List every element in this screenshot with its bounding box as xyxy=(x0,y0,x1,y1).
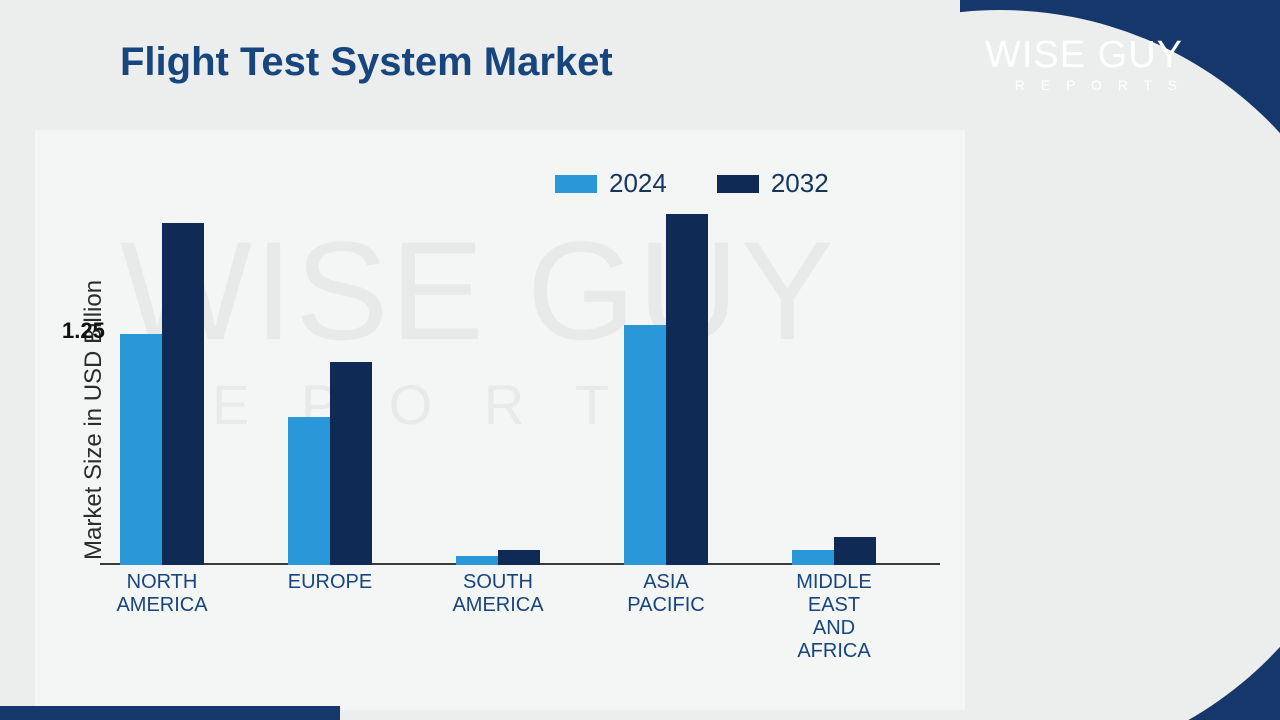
bar-group xyxy=(120,223,204,565)
bottom-accent-bar xyxy=(0,706,340,720)
category-label: EUROPE xyxy=(258,571,402,594)
bar-group xyxy=(792,537,876,565)
bar-2032 xyxy=(834,537,876,565)
bar-2024 xyxy=(288,417,330,565)
chart-title: Flight Test System Market xyxy=(120,40,613,85)
category-label: ASIA PACIFIC xyxy=(594,571,738,617)
category-label: SOUTH AMERICA xyxy=(426,571,570,617)
legend-swatch xyxy=(717,175,759,193)
bar-group xyxy=(456,550,540,565)
bar-group xyxy=(624,214,708,566)
bar-2032 xyxy=(162,223,204,565)
category-label: MIDDLE EAST AND AFRICA xyxy=(762,571,906,663)
brand-logo: WISE GUY R E P O R T S xyxy=(985,34,1183,93)
bar-2032 xyxy=(498,550,540,565)
brand-line1: WISE GUY xyxy=(985,34,1183,77)
legend-swatch xyxy=(555,175,597,193)
stage: WISE GUY R E P O R T S Flight Test Syste… xyxy=(0,0,1280,720)
value-label: 1.25 xyxy=(62,318,105,344)
bar-group xyxy=(288,362,372,566)
bar-2032 xyxy=(666,214,708,566)
category-label: NORTH AMERICA xyxy=(90,571,234,617)
brand-line2: R E P O R T S xyxy=(985,77,1183,93)
bar-2024 xyxy=(792,550,834,565)
bar-2024 xyxy=(624,325,666,566)
plot-area: NORTH AMERICA1.25EUROPESOUTH AMERICAASIA… xyxy=(100,195,940,565)
bar-2024 xyxy=(120,334,162,565)
bar-2032 xyxy=(330,362,372,566)
bar-2024 xyxy=(456,556,498,565)
